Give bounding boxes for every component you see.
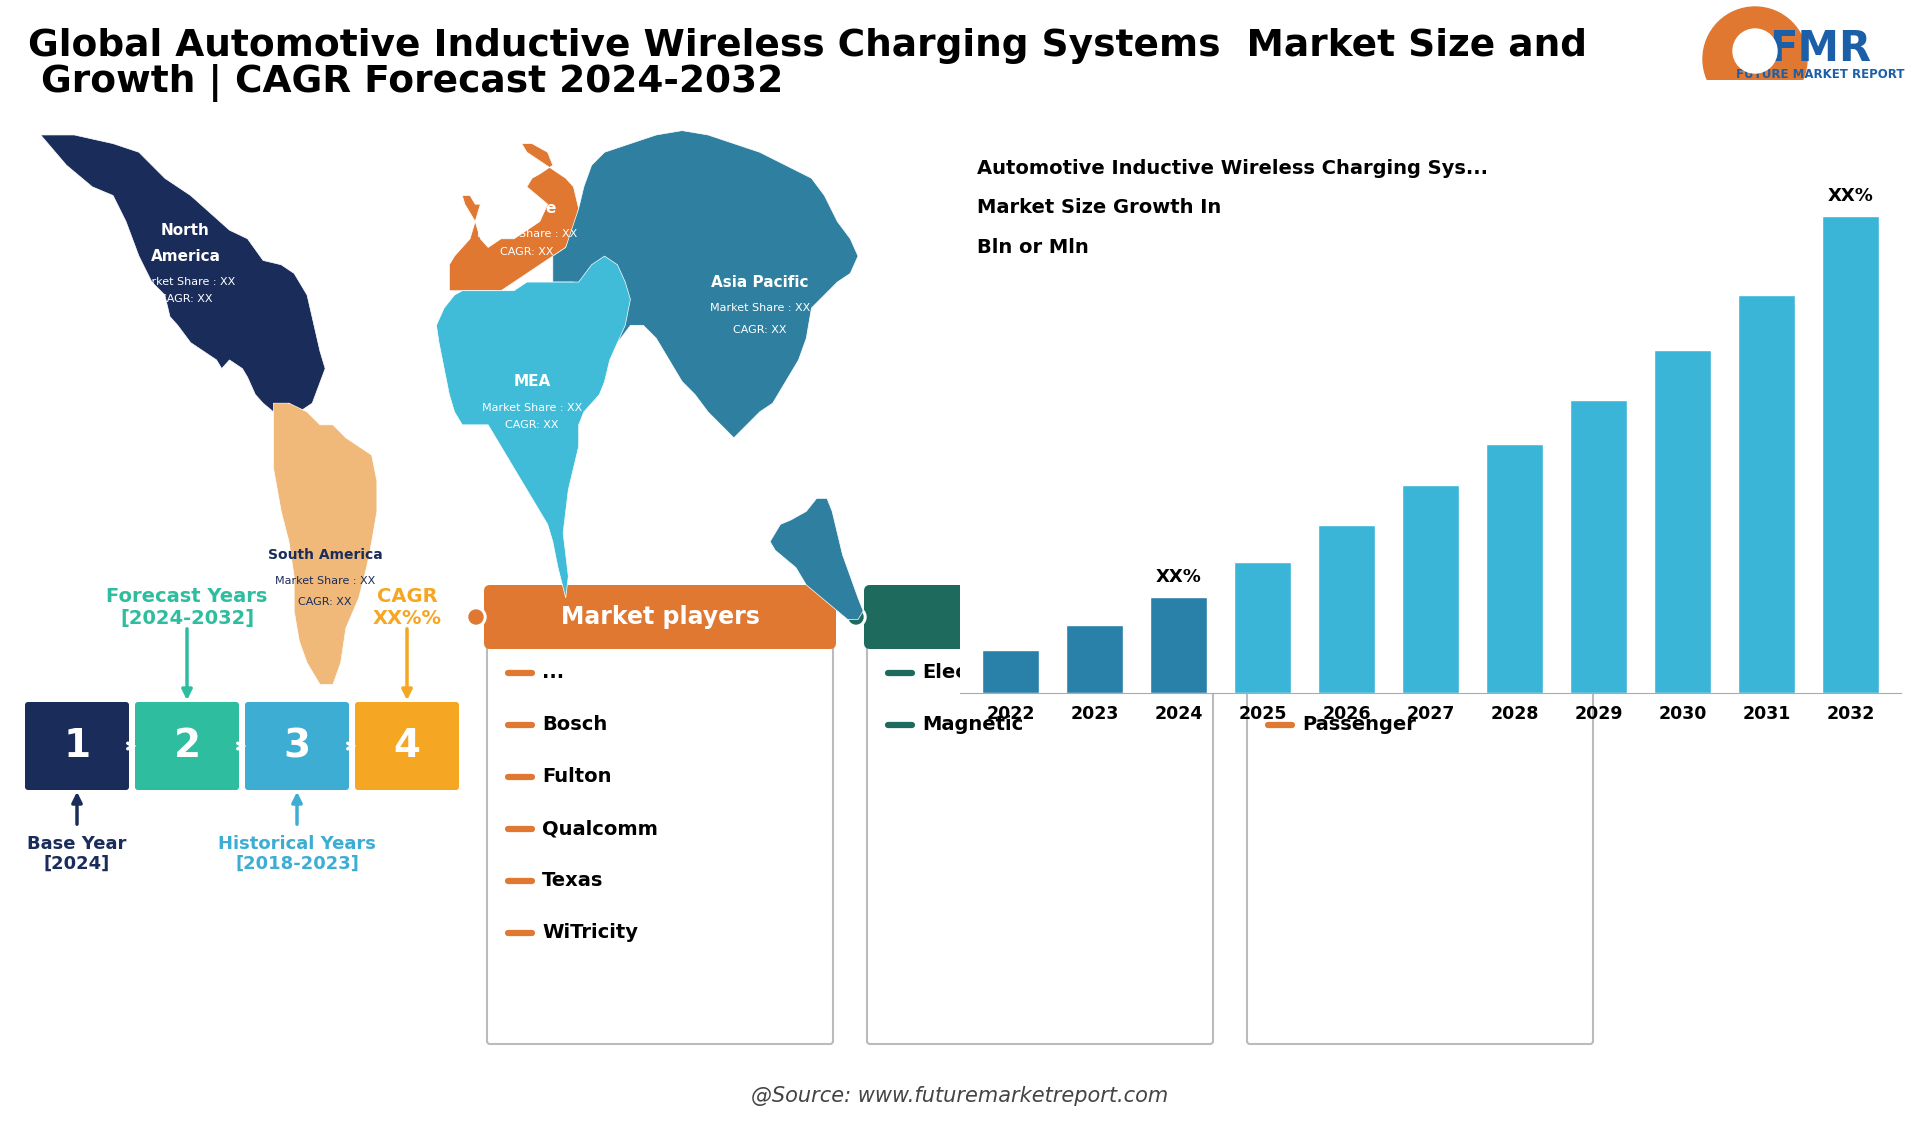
FancyBboxPatch shape bbox=[1246, 639, 1594, 1044]
Text: CAGR: CAGR bbox=[376, 587, 438, 606]
Text: Qualcomm: Qualcomm bbox=[541, 819, 659, 839]
Text: ...: ... bbox=[541, 664, 564, 683]
Text: By application: By application bbox=[1325, 605, 1515, 629]
Circle shape bbox=[849, 610, 862, 625]
Text: Magnetic: Magnetic bbox=[922, 715, 1023, 735]
Text: By type: By type bbox=[989, 605, 1091, 629]
Text: XX%: XX% bbox=[1156, 568, 1202, 586]
Text: Global Automotive Inductive Wireless Charging Systems  Market Size and: Global Automotive Inductive Wireless Cha… bbox=[29, 28, 1588, 64]
Bar bbox=[1317, 525, 1375, 693]
Text: Market players: Market players bbox=[561, 605, 760, 629]
Text: Bosch: Bosch bbox=[541, 715, 607, 735]
Circle shape bbox=[1734, 29, 1778, 73]
Text: Passenger: Passenger bbox=[1302, 715, 1415, 735]
Text: Electromagnetic: Electromagnetic bbox=[922, 664, 1102, 683]
Bar bbox=[1235, 562, 1290, 693]
Text: CAGR: XX: CAGR: XX bbox=[159, 295, 213, 305]
Text: Base Year: Base Year bbox=[27, 835, 127, 853]
Text: WiTricity: WiTricity bbox=[541, 924, 637, 942]
Text: America: America bbox=[150, 249, 221, 264]
Polygon shape bbox=[436, 256, 630, 598]
Text: Commercial: Commercial bbox=[1302, 664, 1432, 683]
Text: Market Share : XX: Market Share : XX bbox=[476, 229, 578, 240]
FancyBboxPatch shape bbox=[864, 584, 1215, 649]
Polygon shape bbox=[770, 499, 864, 620]
Circle shape bbox=[1227, 607, 1246, 627]
Circle shape bbox=[1703, 7, 1807, 111]
Circle shape bbox=[468, 610, 484, 625]
Text: Texas: Texas bbox=[541, 871, 603, 890]
Text: FMR: FMR bbox=[1768, 28, 1872, 70]
Text: Market Share : XX: Market Share : XX bbox=[710, 303, 810, 313]
Text: Forecast Years: Forecast Years bbox=[106, 587, 267, 606]
Text: [2024]: [2024] bbox=[44, 855, 109, 873]
Text: Market Share : XX: Market Share : XX bbox=[136, 277, 236, 286]
Circle shape bbox=[847, 607, 866, 627]
Text: @Source: www.futuremarketreport.com: @Source: www.futuremarketreport.com bbox=[751, 1086, 1169, 1106]
Bar bbox=[1066, 626, 1123, 693]
Text: Bln or Mln: Bln or Mln bbox=[977, 238, 1089, 257]
Bar bbox=[1571, 400, 1626, 693]
Text: [2024-2032]: [2024-2032] bbox=[119, 609, 253, 628]
Text: XX%: XX% bbox=[1828, 187, 1874, 205]
Bar bbox=[981, 650, 1039, 693]
Bar bbox=[1653, 350, 1711, 693]
Text: Growth | CAGR Forecast 2024-2032: Growth | CAGR Forecast 2024-2032 bbox=[29, 64, 783, 102]
Text: 1: 1 bbox=[63, 727, 90, 766]
Text: [2018-2023]: [2018-2023] bbox=[234, 855, 359, 873]
Polygon shape bbox=[553, 131, 858, 447]
Text: North: North bbox=[161, 222, 209, 237]
Text: 2: 2 bbox=[173, 727, 200, 766]
Text: Europe: Europe bbox=[497, 201, 557, 215]
Text: MEA: MEA bbox=[513, 374, 551, 390]
Text: South America: South America bbox=[267, 548, 382, 562]
Text: Asia Pacific: Asia Pacific bbox=[710, 275, 808, 290]
Circle shape bbox=[1229, 610, 1242, 625]
Text: Market Share : XX: Market Share : XX bbox=[275, 575, 374, 586]
Text: CAGR: XX: CAGR: XX bbox=[298, 597, 351, 607]
Text: 4: 4 bbox=[394, 727, 420, 766]
FancyBboxPatch shape bbox=[488, 639, 833, 1044]
Text: Market Share : XX: Market Share : XX bbox=[482, 402, 582, 413]
Text: Automotive Inductive Wireless Charging Sys...: Automotive Inductive Wireless Charging S… bbox=[977, 159, 1488, 178]
FancyBboxPatch shape bbox=[134, 702, 238, 790]
Bar bbox=[1150, 597, 1208, 693]
FancyBboxPatch shape bbox=[25, 702, 129, 790]
Text: CAGR: XX: CAGR: XX bbox=[733, 324, 787, 335]
Text: 3: 3 bbox=[284, 727, 311, 766]
Polygon shape bbox=[40, 135, 324, 411]
FancyBboxPatch shape bbox=[246, 702, 349, 790]
Text: Market Size Growth In: Market Size Growth In bbox=[977, 198, 1221, 218]
Text: CAGR: XX: CAGR: XX bbox=[501, 246, 553, 257]
FancyBboxPatch shape bbox=[484, 584, 835, 649]
Circle shape bbox=[467, 607, 486, 627]
FancyBboxPatch shape bbox=[1244, 584, 1596, 649]
FancyBboxPatch shape bbox=[868, 639, 1213, 1044]
Text: XX%%: XX%% bbox=[372, 609, 442, 628]
Text: Historical Years: Historical Years bbox=[219, 835, 376, 853]
FancyBboxPatch shape bbox=[355, 702, 459, 790]
Bar bbox=[1822, 215, 1880, 693]
Bar bbox=[1738, 295, 1795, 693]
Bar bbox=[1486, 444, 1544, 693]
Text: CAGR: XX: CAGR: XX bbox=[505, 419, 559, 430]
Text: FUTURE MARKET REPORT: FUTURE MARKET REPORT bbox=[1736, 68, 1905, 80]
Bar bbox=[1402, 485, 1459, 693]
Polygon shape bbox=[273, 403, 376, 684]
Polygon shape bbox=[449, 143, 578, 291]
Text: Fulton: Fulton bbox=[541, 768, 611, 786]
